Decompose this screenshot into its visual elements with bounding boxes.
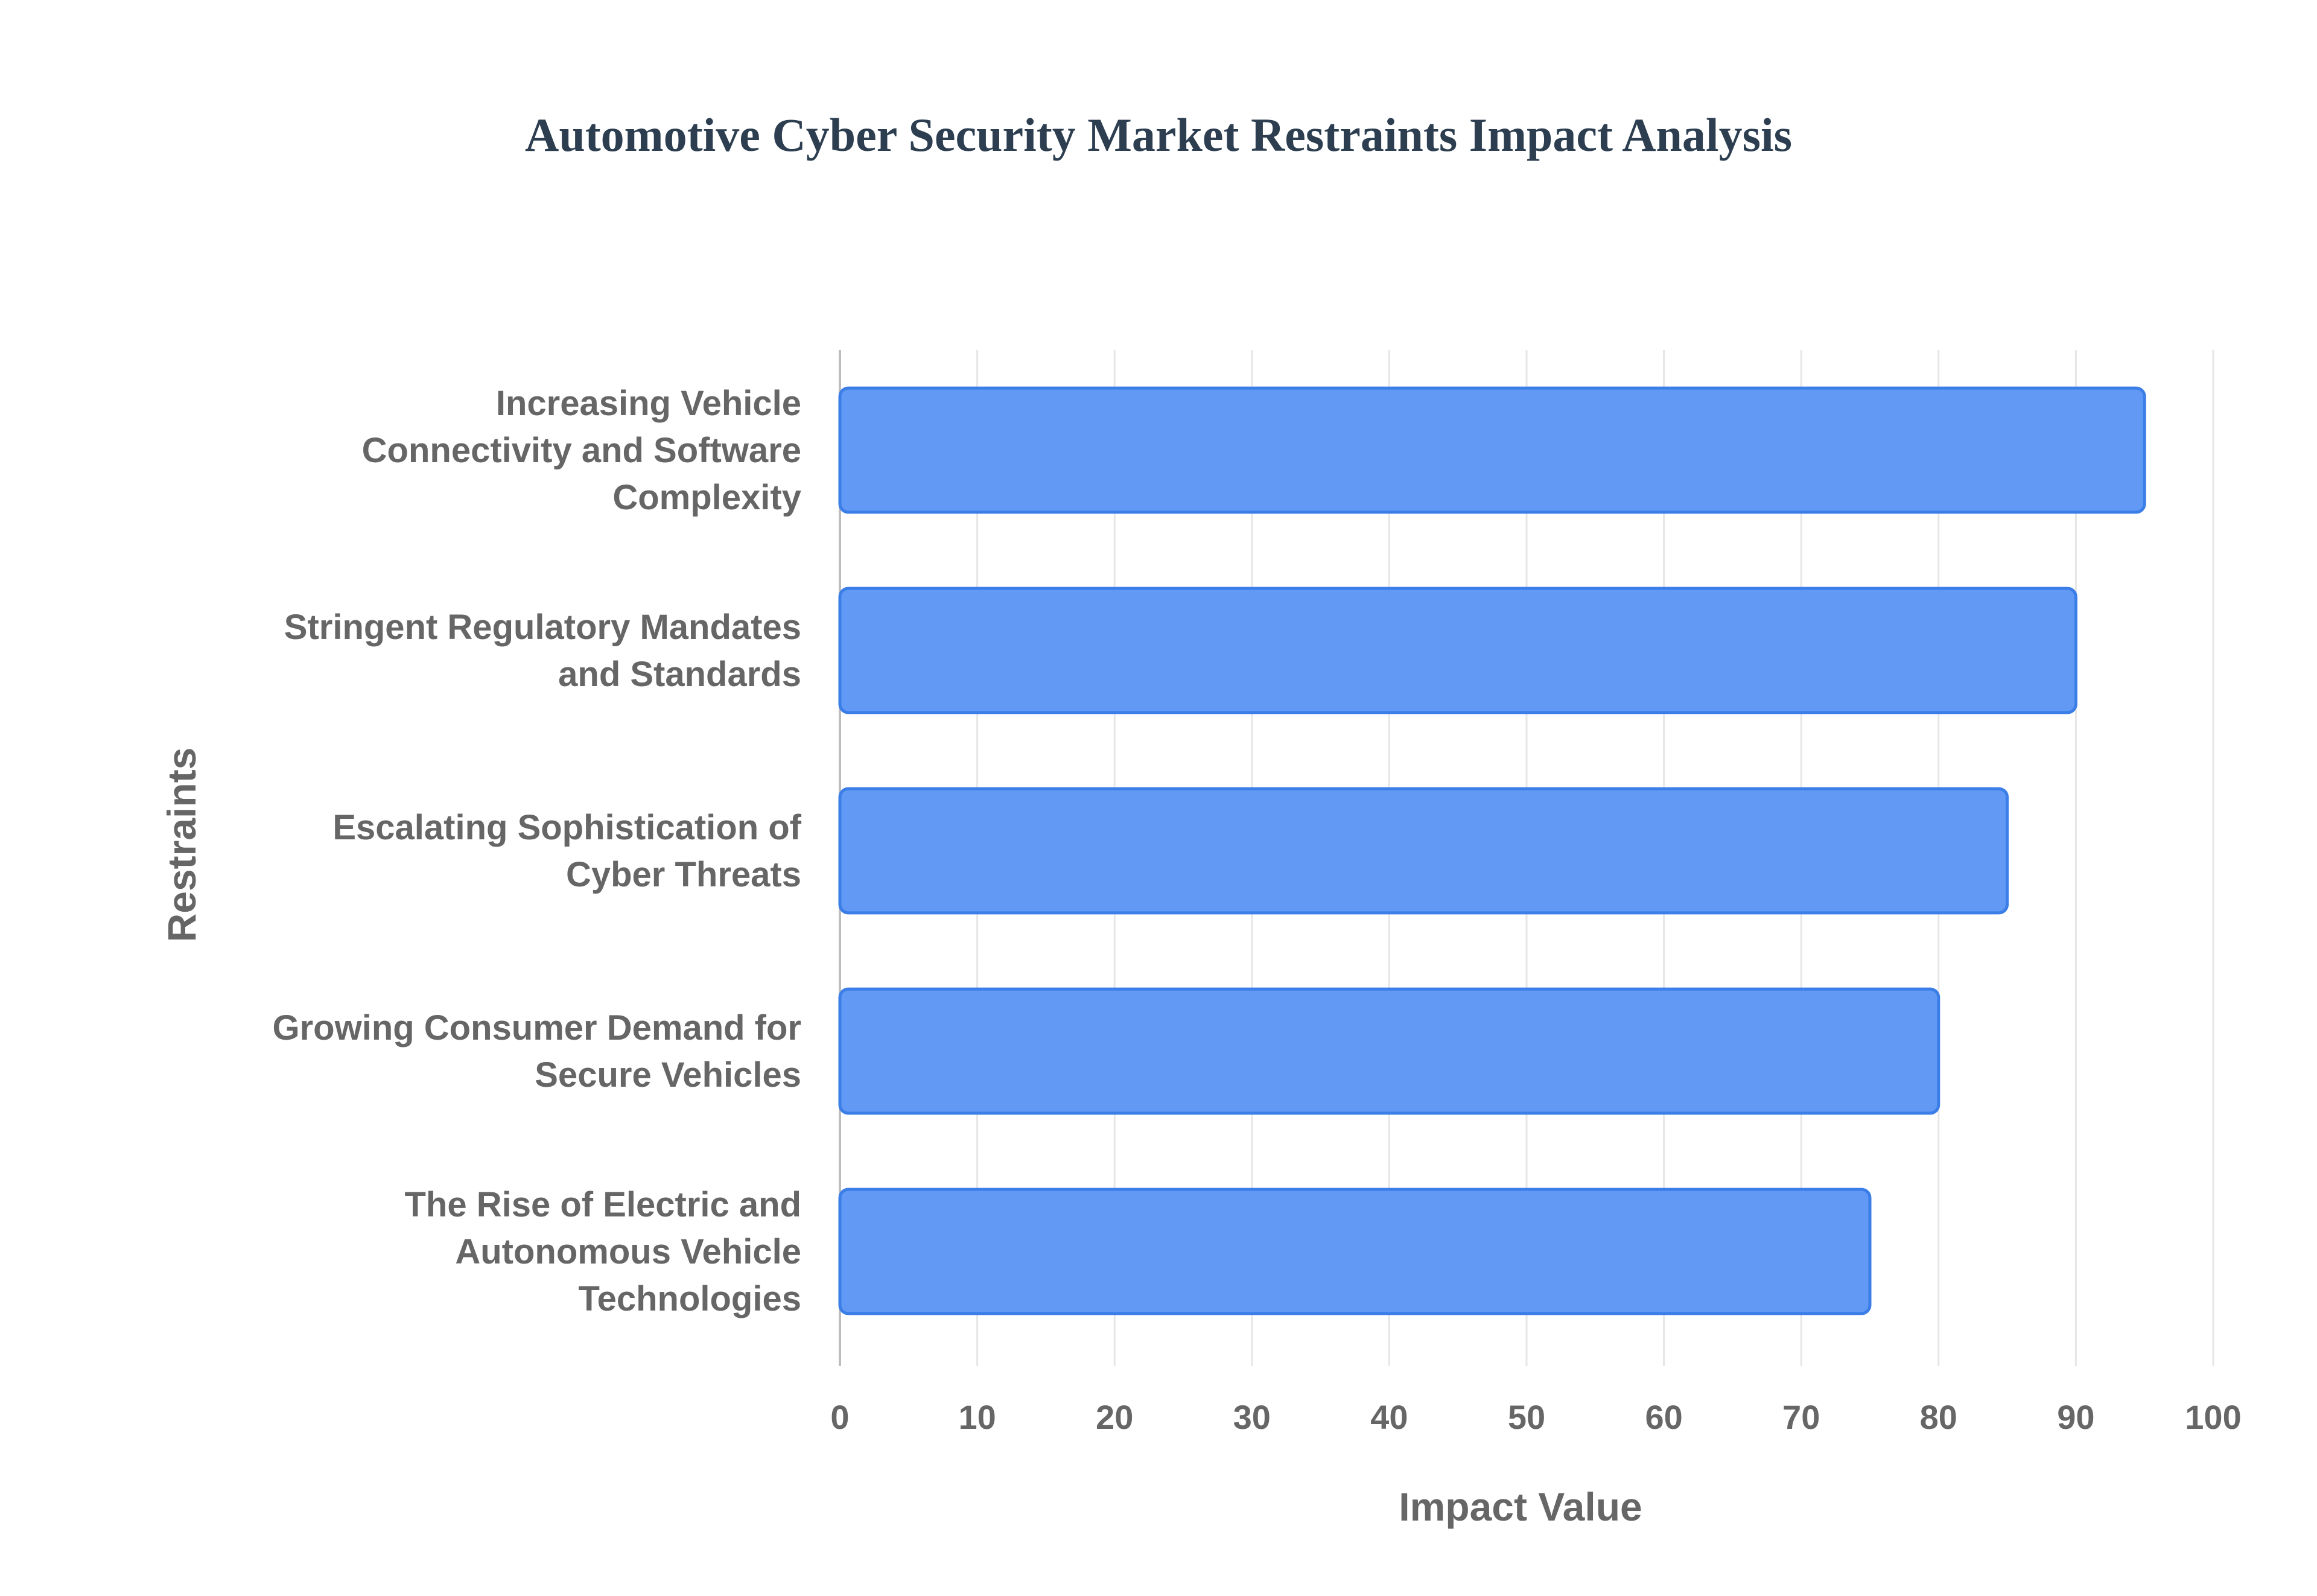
y-axis-title: Restraints [159,748,204,943]
bar [838,787,2009,915]
category-labels: Increasing Vehicle Connectivity and Softw… [272,384,801,1318]
bar [838,587,2077,714]
x-tick-label: 40 [1370,1398,1408,1436]
chart-title: Automotive Cyber Security Market Restrai… [525,109,1792,161]
x-axis-ticks: 0 10 20 30 40 50 60 70 80 90 100 [830,1398,2241,1436]
category-label: Stringent Regulatory Mandates and Standar… [284,608,801,694]
bar [838,1187,1872,1315]
x-tick-label: 100 [2185,1398,2241,1436]
category-label: The Rise of Electric and Autonomous Vehic… [404,1185,801,1318]
x-tick-label: 30 [1233,1398,1271,1436]
bars [838,386,2146,1315]
category-label: Escalating Sophistication of Cyber Threat… [332,808,801,894]
x-tick-label: 10 [958,1398,996,1436]
x-tick-label: 70 [1782,1398,1820,1436]
x-tick-label: 20 [1096,1398,1133,1436]
category-label: Growing Consumer Demand for Secure Vehicl… [272,1008,801,1095]
category-label: Increasing Vehicle Connectivity and Softw… [362,384,801,517]
x-tick-label: 50 [1508,1398,1545,1436]
x-axis-title: Impact Value [1399,1484,1642,1529]
bar [838,987,1940,1115]
x-tick-label: 0 [830,1398,849,1436]
bar [838,386,2146,514]
x-tick-label: 60 [1645,1398,1682,1436]
x-tick-label: 90 [2057,1398,2094,1436]
x-tick-label: 80 [1920,1398,1957,1436]
